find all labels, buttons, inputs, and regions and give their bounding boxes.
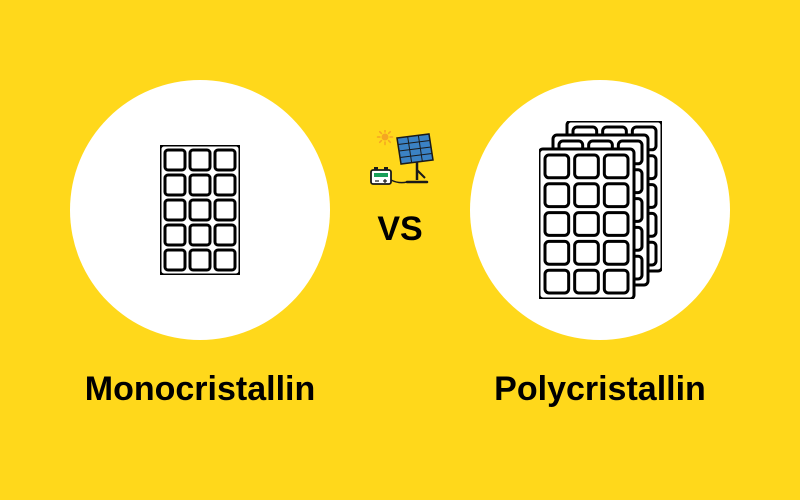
- solar-system-icon: [365, 130, 435, 190]
- left-circle: [70, 80, 330, 340]
- left-label: Monocristallin: [70, 370, 330, 409]
- poly-panel-icon: [539, 121, 662, 299]
- mono-panel-icon: [160, 145, 240, 275]
- right-circle: [470, 80, 730, 340]
- right-label: Polycristallin: [470, 370, 730, 409]
- vs-text: VS: [350, 210, 450, 249]
